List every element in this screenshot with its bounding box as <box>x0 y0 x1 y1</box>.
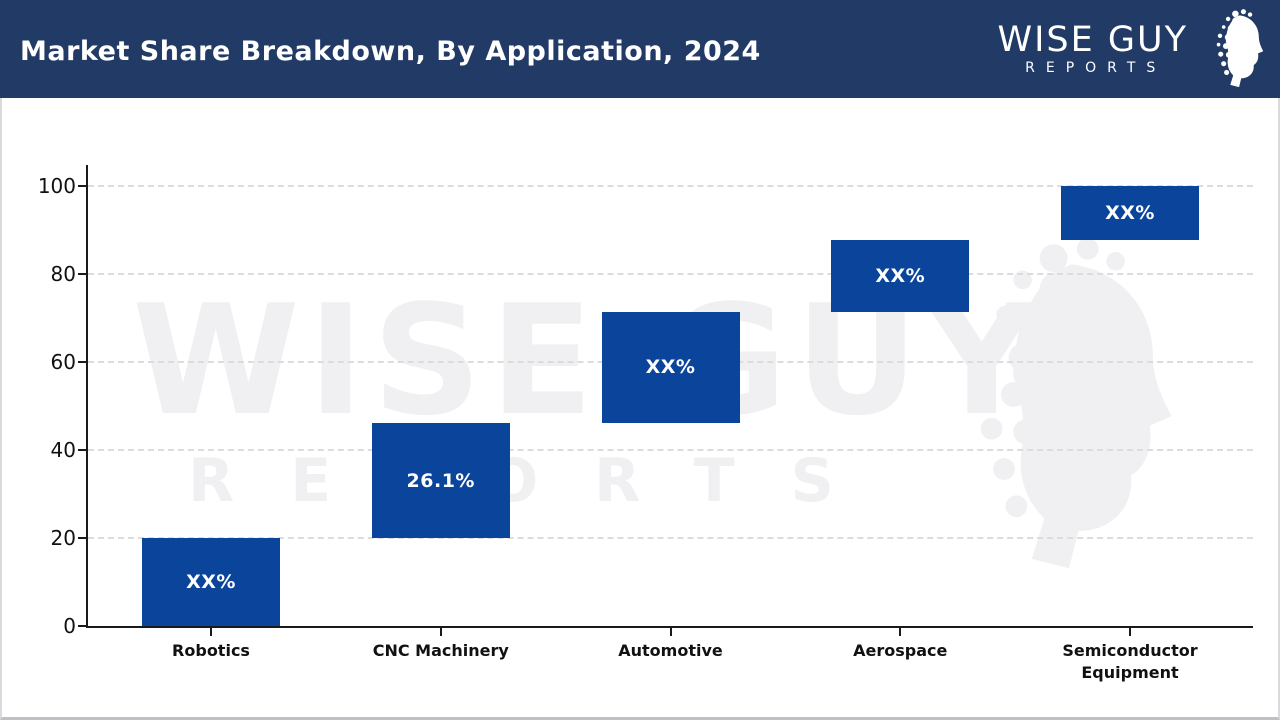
x-category-label-1: CNC Machinery <box>372 641 509 660</box>
logo-wordmark: WISE GUY <box>997 19 1188 60</box>
bar-value-label: XX% <box>1105 202 1155 225</box>
x-category-label-0: Robotics <box>172 641 250 660</box>
x-axis <box>86 626 1253 628</box>
y-tick-20 <box>78 537 86 539</box>
x-tick-0 <box>210 628 212 636</box>
gridline-40 <box>88 449 1253 451</box>
bar-automotive: XX% <box>601 311 740 424</box>
page-title: Market Share Breakdown, By Application, … <box>20 36 761 67</box>
x-tick-1 <box>439 628 442 636</box>
bar-value-label: 26.1% <box>406 469 475 492</box>
y-tick-label-80: 80 <box>50 262 76 286</box>
y-tick-0 <box>78 625 86 627</box>
gridline-100 <box>88 185 1253 187</box>
y-tick-label-20: 20 <box>50 526 76 550</box>
x-tick-3 <box>899 628 902 636</box>
bar-value-label: XX% <box>186 571 236 593</box>
logo-subtext: REPORTS <box>1025 60 1167 77</box>
y-tick-label-0: 0 <box>63 614 76 638</box>
y-axis <box>86 165 88 628</box>
x-category-label-3: Aerospace <box>853 641 948 660</box>
header: Market Share Breakdown, By Application, … <box>0 0 1280 98</box>
bar-robotics: XX% <box>142 538 280 626</box>
y-tick-label-40: 40 <box>50 438 76 462</box>
bar-cnc-machinery: 26.1% <box>371 423 510 538</box>
y-tick-label-60: 60 <box>50 350 76 374</box>
bar-aerospace: XX% <box>831 240 970 312</box>
bar-semiconductor-equipment: XX% <box>1061 186 1199 241</box>
y-tick-80 <box>78 273 86 275</box>
x-tick-2 <box>669 628 672 636</box>
x-tick-4 <box>1129 628 1131 636</box>
wiseguy-logo: WISE GUY REPORTS <box>997 6 1268 92</box>
bar-value-label: XX% <box>645 356 696 379</box>
y-tick-60 <box>78 361 86 363</box>
bar-value-label: XX% <box>875 264 926 287</box>
y-tick-100 <box>78 185 86 187</box>
y-tick-40 <box>78 449 86 451</box>
x-category-label-2: Automotive <box>618 641 723 660</box>
y-tick-label-100: 100 <box>37 174 76 198</box>
gridline-80 <box>88 273 1253 275</box>
x-category-label-4: Semiconductor Equipment <box>1062 641 1198 682</box>
gridline-20 <box>88 537 1253 539</box>
logo-text: WISE GUY REPORTS <box>997 19 1188 77</box>
